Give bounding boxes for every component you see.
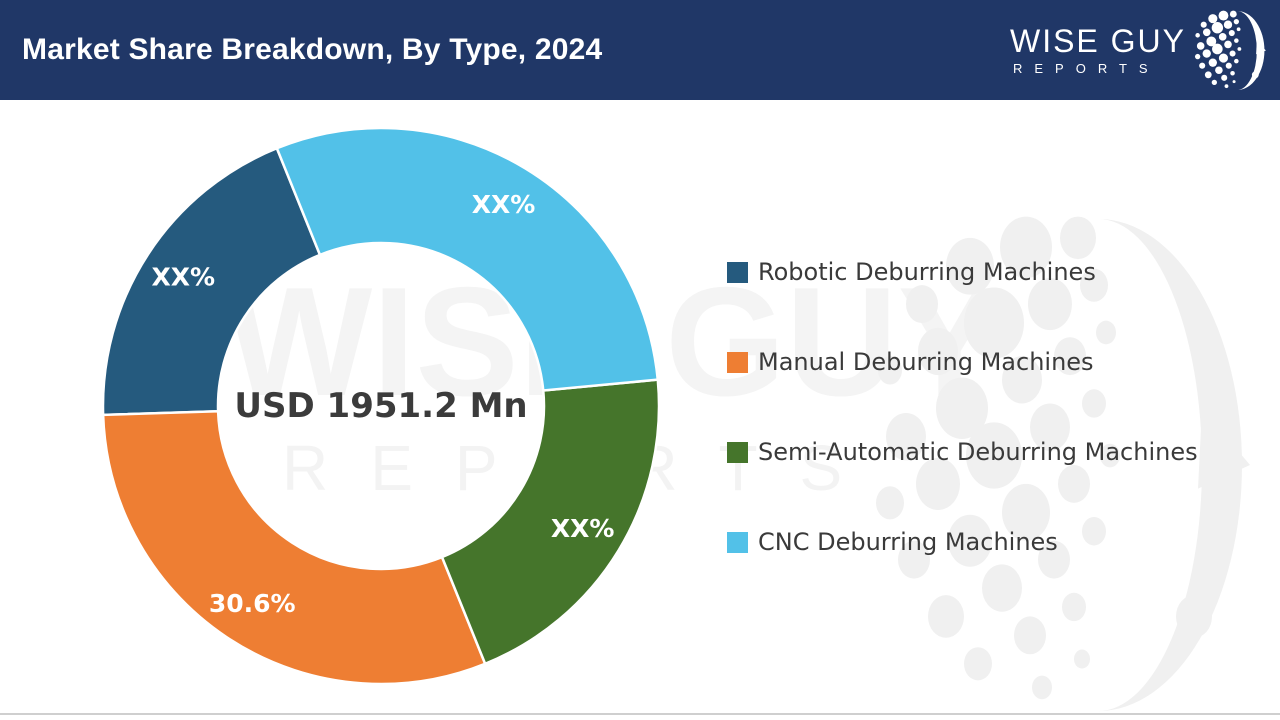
brand-logo-text: WISE GUY REPORTS — [1009, 22, 1186, 77]
donut-segment-2 — [440, 378, 661, 666]
legend-label-robotic: Robotic Deburring Machines — [758, 258, 1096, 286]
donut-segment-3 — [275, 126, 660, 392]
legend-label-semi-automatic: Semi-Automatic Deburring Machines — [758, 438, 1198, 466]
donut-segment-value-1: 30.6% — [209, 589, 296, 618]
legend-swatch-manual — [727, 351, 748, 373]
donut-segment-value-0: XX% — [151, 263, 215, 292]
legend-label-cnc: CNC Deburring Machines — [758, 528, 1058, 556]
header-bar: Market Share Breakdown, By Type, 2024 WI… — [0, 0, 1280, 100]
donut-chart: XX% 30.6% XX% XX% — [101, 126, 661, 686]
donut-center-value: USD 1951.2 Mn — [234, 386, 528, 426]
chart-legend: Robotic Deburring Machines Manual Deburr… — [727, 257, 1198, 557]
legend-item-manual: Manual Deburring Machines — [727, 347, 1198, 377]
page-title: Market Share Breakdown, By Type, 2024 — [22, 33, 603, 66]
brand-logo-wordmark: WISE GUY — [1009, 22, 1186, 59]
donut-segment-0 — [101, 146, 322, 417]
donut-segment-value-2: XX% — [551, 514, 615, 543]
brand-logo: WISE GUY REPORTS — [1010, 8, 1266, 93]
legend-item-semi-automatic: Semi-Automatic Deburring Machines — [727, 437, 1198, 467]
legend-swatch-semi-automatic — [727, 441, 748, 463]
brand-logo-face-icon — [1194, 10, 1266, 90]
donut-segment-1 — [101, 409, 487, 686]
legend-swatch-cnc — [727, 531, 748, 553]
legend-label-manual: Manual Deburring Machines — [758, 348, 1094, 376]
legend-swatch-robotic — [727, 261, 748, 283]
donut-segment-value-3: XX% — [472, 190, 536, 219]
legend-item-robotic: Robotic Deburring Machines — [727, 257, 1198, 287]
footer-divider — [0, 713, 1280, 715]
brand-logo-reports: REPORTS — [1012, 61, 1160, 77]
legend-item-cnc: CNC Deburring Machines — [727, 527, 1198, 557]
